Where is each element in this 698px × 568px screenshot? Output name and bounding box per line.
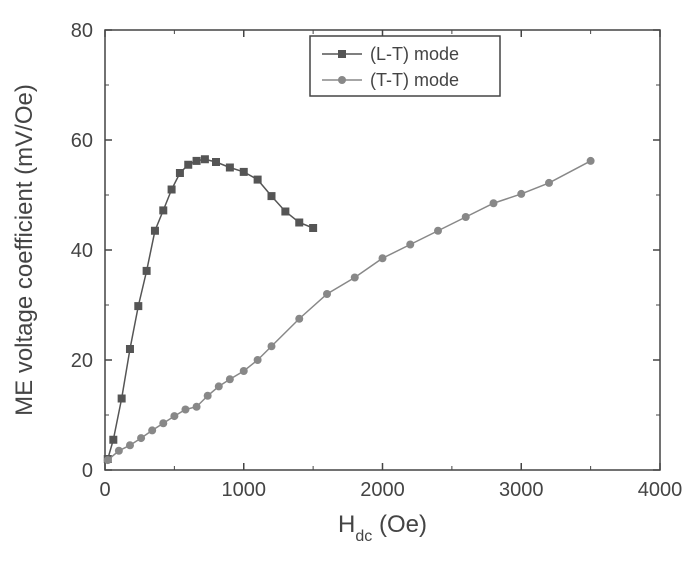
marker-square [254,176,262,184]
marker-square [118,395,126,403]
marker-circle [137,434,145,442]
marker-circle [587,157,595,165]
marker-circle [159,419,167,427]
marker-square [268,192,276,200]
marker-circle [295,315,303,323]
marker-square [134,302,142,310]
marker-circle [268,342,276,350]
marker-circle [126,441,134,449]
marker-square [201,155,209,163]
marker-square [193,157,201,165]
y-tick-label: 80 [71,20,93,42]
marker-circle [193,403,201,411]
y-tick-label: 0 [82,460,93,482]
legend-marker-circle [338,76,346,84]
marker-square [159,206,167,214]
marker-square [240,168,248,176]
marker-square [309,224,317,232]
y-tick-label: 60 [71,130,93,152]
marker-circle [517,190,525,198]
marker-circle [215,382,223,390]
y-axis-label: ME voltage coefficient (mV/Oe) [11,84,38,416]
marker-circle [462,213,470,221]
marker-circle [254,356,262,364]
marker-square [126,345,134,353]
x-tick-label: 4000 [638,479,683,501]
x-tick-label: 0 [99,479,110,501]
chart-svg: 01000200030004000020406080Hdc (Oe)ME vol… [0,0,698,568]
marker-square [295,219,303,227]
marker-square [168,186,176,194]
marker-circle [323,290,331,298]
marker-circle [351,274,359,282]
marker-circle [181,406,189,414]
marker-square [176,169,184,177]
marker-circle [406,241,414,249]
marker-circle [148,426,156,434]
marker-circle [115,447,123,455]
y-tick-label: 40 [71,240,93,262]
legend-label: (L-T) mode [370,44,459,64]
chart-container: 01000200030004000020406080Hdc (Oe)ME vol… [0,0,698,568]
marker-circle [434,227,442,235]
marker-circle [379,254,387,262]
legend-marker-square [338,50,346,58]
marker-circle [490,199,498,207]
y-tick-label: 20 [71,350,93,372]
marker-square [143,267,151,275]
marker-square [281,208,289,216]
legend-label: (T-T) mode [370,70,459,90]
x-tick-label: 3000 [499,479,544,501]
marker-square [151,227,159,235]
marker-square [109,436,117,444]
marker-square [184,161,192,169]
marker-square [226,164,234,172]
marker-circle [104,456,112,464]
x-tick-label: 2000 [360,479,405,501]
marker-circle [204,392,212,400]
marker-square [212,158,220,166]
marker-circle [226,375,234,383]
marker-circle [240,367,248,375]
marker-circle [545,179,553,187]
x-tick-label: 1000 [222,479,267,501]
marker-circle [170,412,178,420]
